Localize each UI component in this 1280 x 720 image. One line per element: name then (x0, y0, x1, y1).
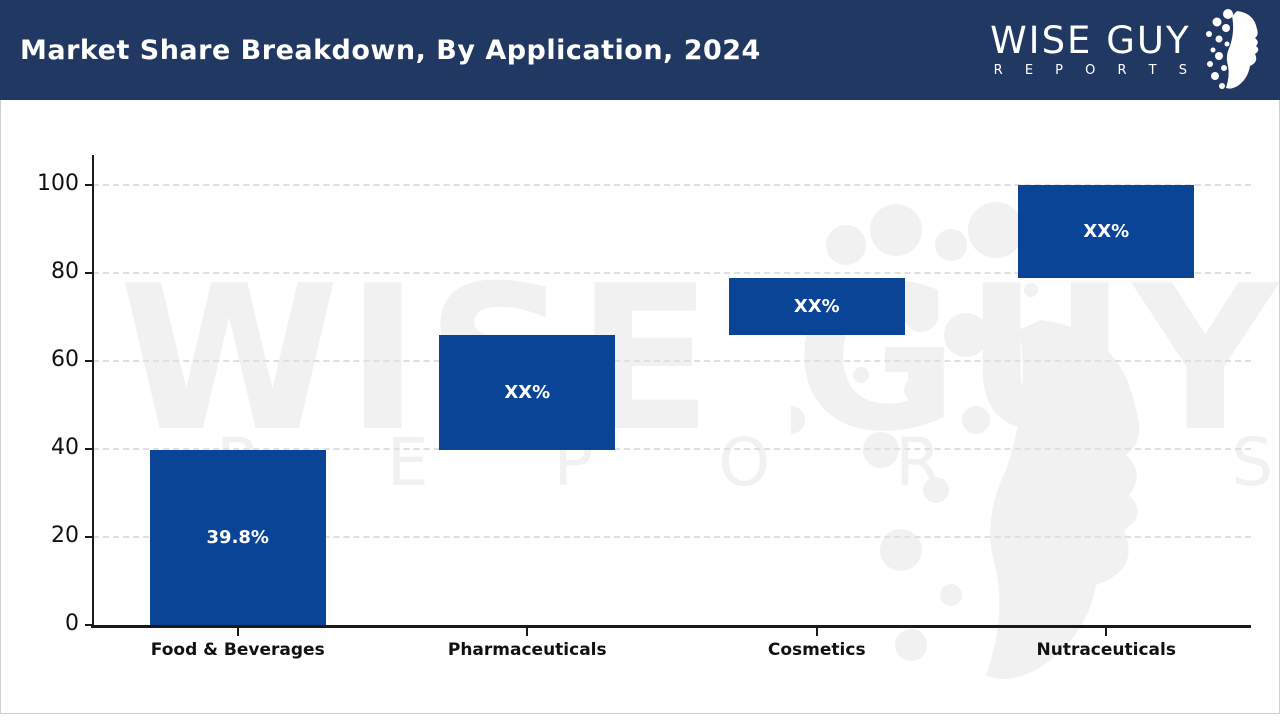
y-axis-tick-label: 100 (37, 171, 79, 196)
x-axis-tick (1105, 628, 1108, 636)
brand-face-icon (1206, 9, 1259, 89)
y-axis-tick-label: 20 (51, 523, 79, 548)
bar-nutraceuticals: XX% (1018, 185, 1195, 279)
page-title: Market Share Breakdown, By Application, … (20, 34, 761, 66)
brand-subtitle: R E P O R T S (993, 63, 1196, 78)
bar-value-label: 39.8% (206, 526, 269, 548)
x-axis-line (91, 625, 1251, 628)
y-axis-tick (85, 536, 93, 538)
chart-area: WISE GUY R E P O R T S 0 20 40 60 80 100 39.8%… (0, 100, 1280, 714)
y-axis-tick-label: 80 (51, 259, 79, 284)
x-axis-tick (236, 628, 239, 636)
gridline-y-20 (93, 536, 1251, 538)
y-axis-tick (85, 272, 93, 274)
y-axis-tick (85, 448, 93, 450)
bar-pharmaceuticals: XX% (439, 335, 616, 450)
bar-cosmetics: XX% (728, 278, 905, 336)
x-axis-category-label: Pharmaceuticals (447, 640, 607, 660)
y-axis-tick (85, 184, 93, 186)
brand-logo: WISE GUY R E P O R T S (985, 6, 1280, 94)
x-axis-category-label: Nutraceuticals (1036, 640, 1176, 660)
y-axis-tick-label: 40 (51, 435, 79, 460)
gridline-y-40 (93, 448, 1251, 450)
brand-name: WISE GUY (990, 19, 1191, 62)
gridline-y-80 (93, 272, 1251, 274)
y-axis-tick-label: 60 (51, 347, 79, 372)
gridline-y-100 (93, 184, 1251, 186)
x-axis-tick (815, 628, 818, 636)
bar-value-label: XX% (1083, 221, 1130, 243)
bar-value-label: XX% (504, 382, 551, 404)
y-axis-tick (85, 624, 93, 626)
watermark-face-icon (791, 202, 1140, 679)
bar-value-label: XX% (793, 296, 840, 318)
header-bar: Market Share Breakdown, By Application, … (0, 0, 1280, 100)
gridline-y-60 (93, 360, 1251, 362)
x-axis-tick (526, 628, 529, 636)
y-axis-tick-label: 0 (65, 611, 79, 636)
x-axis-category-label: Cosmetics (767, 640, 866, 660)
y-axis-line (92, 155, 94, 627)
x-axis-category-label: Food & Beverages (150, 640, 325, 660)
y-axis-tick (85, 360, 93, 362)
bar-food-beverages: 39.8% (149, 449, 326, 625)
brand-logo-text: WISE GUY R E P O R T S (985, 22, 1196, 78)
